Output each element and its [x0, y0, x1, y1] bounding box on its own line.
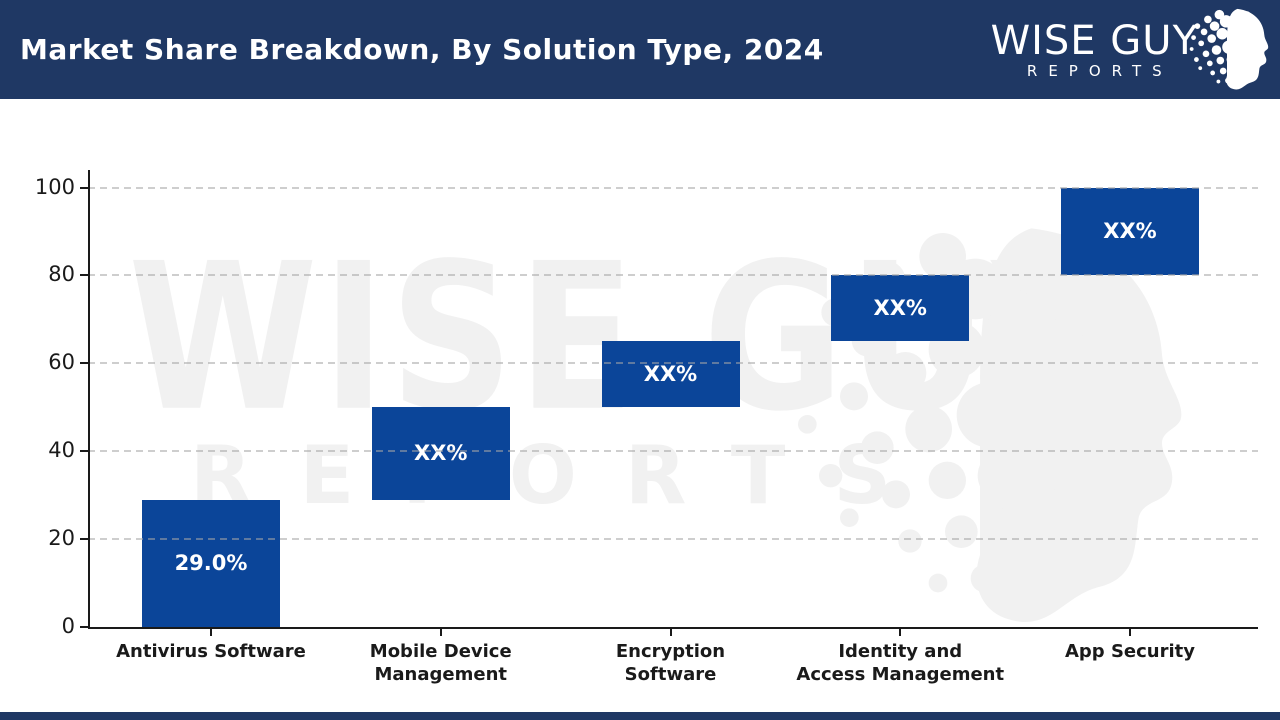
y-tick-label-20: 20: [48, 526, 75, 551]
category-label-line: Antivirus Software: [116, 641, 306, 662]
category-label-4: Identity and Access Management: [780, 641, 1020, 686]
bar-2: XX%: [371, 407, 510, 500]
watermark-subtitle: REPORTS: [190, 429, 940, 522]
category-label-line: Access Management: [796, 663, 1005, 685]
x-tick-2: [439, 628, 442, 636]
y-tick-80: [80, 274, 88, 277]
gridline-100: [88, 186, 1258, 189]
gridline-80: [88, 274, 1258, 277]
gridline-40: [88, 450, 1258, 453]
y-axis: [88, 169, 90, 629]
page-title: Market Share Breakdown, By Solution Type…: [20, 33, 824, 66]
logo-text: WISE GUY REPORTS: [991, 21, 1198, 79]
y-tick-0: [80, 626, 88, 628]
logo-face-icon: [1189, 8, 1269, 90]
logo-wordmark: WISE GUY: [990, 17, 1198, 64]
logo-subtitle: REPORTS: [1026, 61, 1173, 80]
category-label-line: Encryption: [615, 641, 726, 662]
y-tick-label-100: 100: [34, 174, 75, 199]
chart-area: WISE GUY REPORTS 0 20 40 60 80 100 29.0% XX% XX%…: [0, 99, 1280, 712]
category-label-line: Software: [624, 663, 717, 685]
y-tick-label-40: 40: [48, 438, 75, 463]
bar-3: XX%: [601, 341, 740, 408]
x-tick-5: [1129, 628, 1131, 636]
y-tick-label-60: 60: [48, 350, 75, 375]
category-label-line: Identity and: [838, 641, 963, 662]
category-label-3: Encryption Software: [551, 641, 791, 686]
y-tick-40: [80, 450, 88, 453]
y-tick-100: [80, 186, 88, 189]
x-tick-4: [899, 628, 902, 636]
bar-4: XX%: [831, 275, 970, 342]
bar-5: XX%: [1061, 187, 1199, 276]
category-label-5: App Security: [1010, 641, 1250, 664]
bar-1: 29.0%: [142, 499, 280, 627]
bar-value-label-3: XX%: [643, 362, 698, 387]
category-label-line: Mobile Device: [369, 641, 512, 662]
bar-value-label-5: XX%: [1103, 219, 1157, 244]
y-tick-label-80: 80: [48, 262, 75, 287]
bar-value-label-1: 29.0%: [174, 551, 248, 576]
gridline-60: [88, 362, 1258, 365]
gridline-20: [88, 538, 1258, 541]
header-bar: Market Share Breakdown, By Solution Type…: [0, 0, 1280, 99]
footer-bar: [0, 712, 1280, 720]
y-tick-20: [80, 538, 88, 541]
y-tick-label-0: 0: [61, 614, 75, 638]
category-label-2: Mobile Device Management: [321, 641, 561, 686]
category-label-1: Antivirus Software: [91, 641, 331, 664]
watermark-wordmark: WISE GUY: [128, 219, 1121, 457]
bar-value-label-2: XX%: [414, 441, 468, 466]
y-tick-60: [80, 362, 88, 365]
wise-guy-logo: WISE GUY REPORTS: [991, 0, 1270, 99]
category-label-line: App Security: [1064, 641, 1195, 662]
x-axis: [88, 627, 1258, 629]
category-label-line: Management: [374, 663, 508, 685]
x-tick-3: [669, 628, 672, 636]
x-tick-1: [210, 628, 212, 636]
bar-value-label-4: XX%: [873, 296, 927, 321]
